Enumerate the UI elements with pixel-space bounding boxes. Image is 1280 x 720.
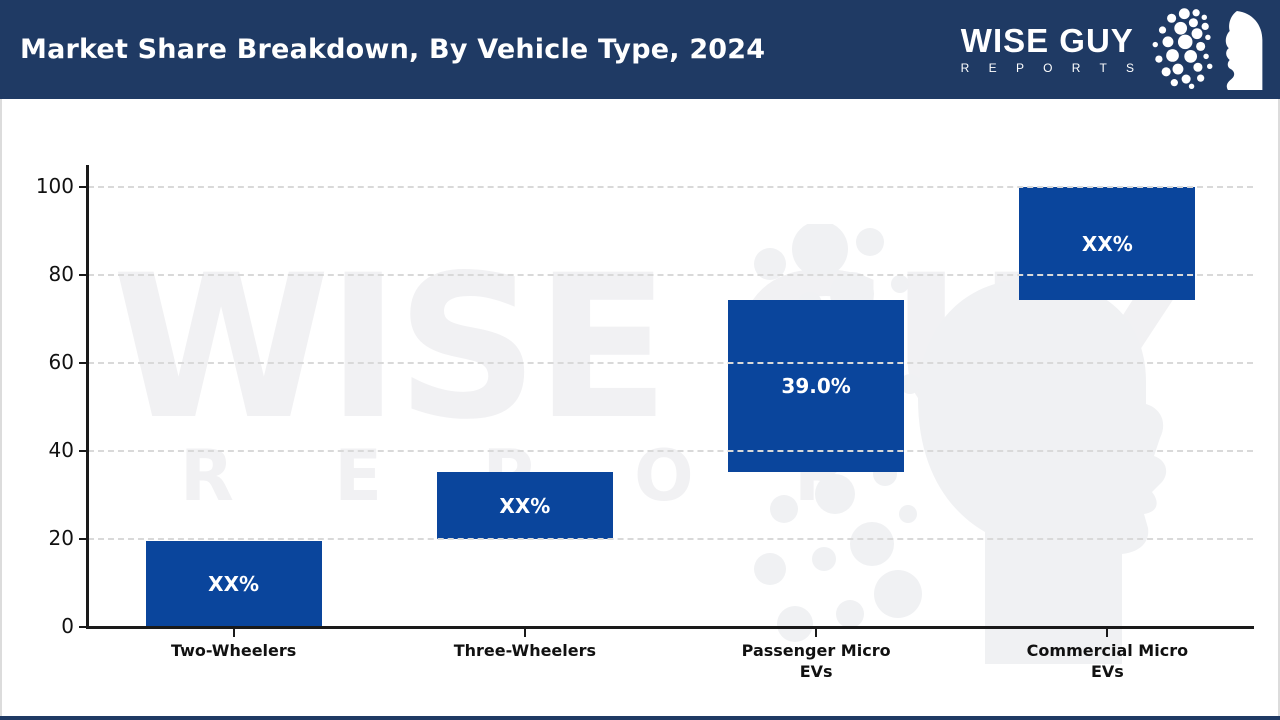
y-tick-mark <box>79 538 87 540</box>
x-tick-mark <box>815 629 818 637</box>
footer-strip <box>0 716 1280 720</box>
x-category-label: Passenger Micro EVs <box>741 641 891 681</box>
dotted-face-profile-icon <box>1152 7 1263 90</box>
y-tick-label: 40 <box>48 438 74 462</box>
header: Market Share Breakdown, By Vehicle Type,… <box>0 0 1280 99</box>
x-axis-line <box>86 626 1254 629</box>
x-category-label: Two-Wheelers <box>170 641 297 660</box>
bar-value-label: XX% <box>499 493 551 518</box>
y-tick-label: 20 <box>48 526 74 550</box>
y-tick-mark <box>79 450 87 452</box>
bar-value-label: 39.0% <box>781 373 851 398</box>
bar-segment: XX% <box>145 540 322 627</box>
gridline-80 <box>88 274 1253 276</box>
y-tick-mark <box>79 274 87 276</box>
y-tick-label: 80 <box>48 262 74 286</box>
brand-wordmark: WISE GUY <box>960 22 1134 59</box>
bar-value-label: XX% <box>1081 231 1133 256</box>
bar-segment: 39.0% <box>728 300 905 472</box>
brand-logo: WISE GUY R E P O R T S <box>953 7 1266 92</box>
gridline-40 <box>88 450 1253 452</box>
gridline-20 <box>88 538 1253 540</box>
y-tick-mark <box>79 626 87 628</box>
bar-segment: XX% <box>1019 187 1196 301</box>
brand-subtext: R E P O R T S <box>960 61 1142 75</box>
x-tick-mark <box>232 629 235 637</box>
gridline-100 <box>88 186 1253 188</box>
y-tick-label: 100 <box>35 174 74 198</box>
x-category-label: Three-Wheelers <box>453 641 597 660</box>
x-category-label: Commercial Micro EVs <box>1026 641 1189 681</box>
y-tick-label: 60 <box>48 350 74 374</box>
x-tick-mark <box>523 629 526 637</box>
gridline-60 <box>88 362 1253 364</box>
y-tick-mark <box>79 362 87 364</box>
y-axis-line <box>86 165 89 628</box>
page-title: Market Share Breakdown, By Vehicle Type,… <box>20 34 766 65</box>
bar-value-label: XX% <box>208 571 260 596</box>
bar-segment: XX% <box>436 471 613 540</box>
y-tick-label: 0 <box>61 614 74 638</box>
x-tick-mark <box>1106 629 1109 637</box>
brand-logo-text: WISE GUY R E P O R T S <box>953 24 1142 75</box>
y-tick-mark <box>79 186 87 188</box>
